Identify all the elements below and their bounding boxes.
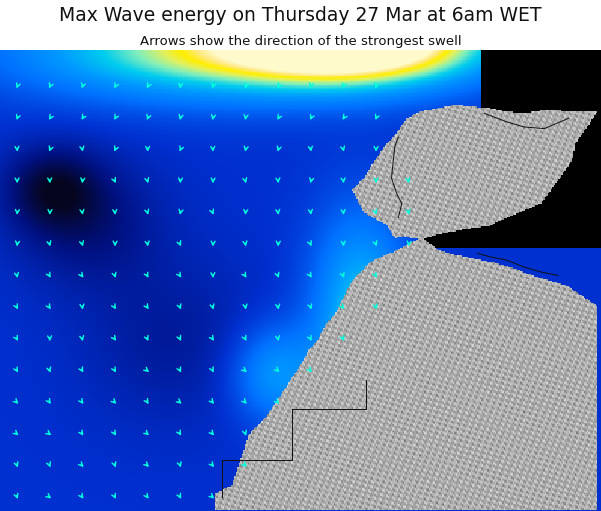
Text: Max Wave energy on Thursday 27 Mar at 6am WET: Max Wave energy on Thursday 27 Mar at 6a…: [59, 6, 542, 25]
Text: Arrows show the direction of the strongest swell: Arrows show the direction of the stronge…: [139, 35, 462, 48]
